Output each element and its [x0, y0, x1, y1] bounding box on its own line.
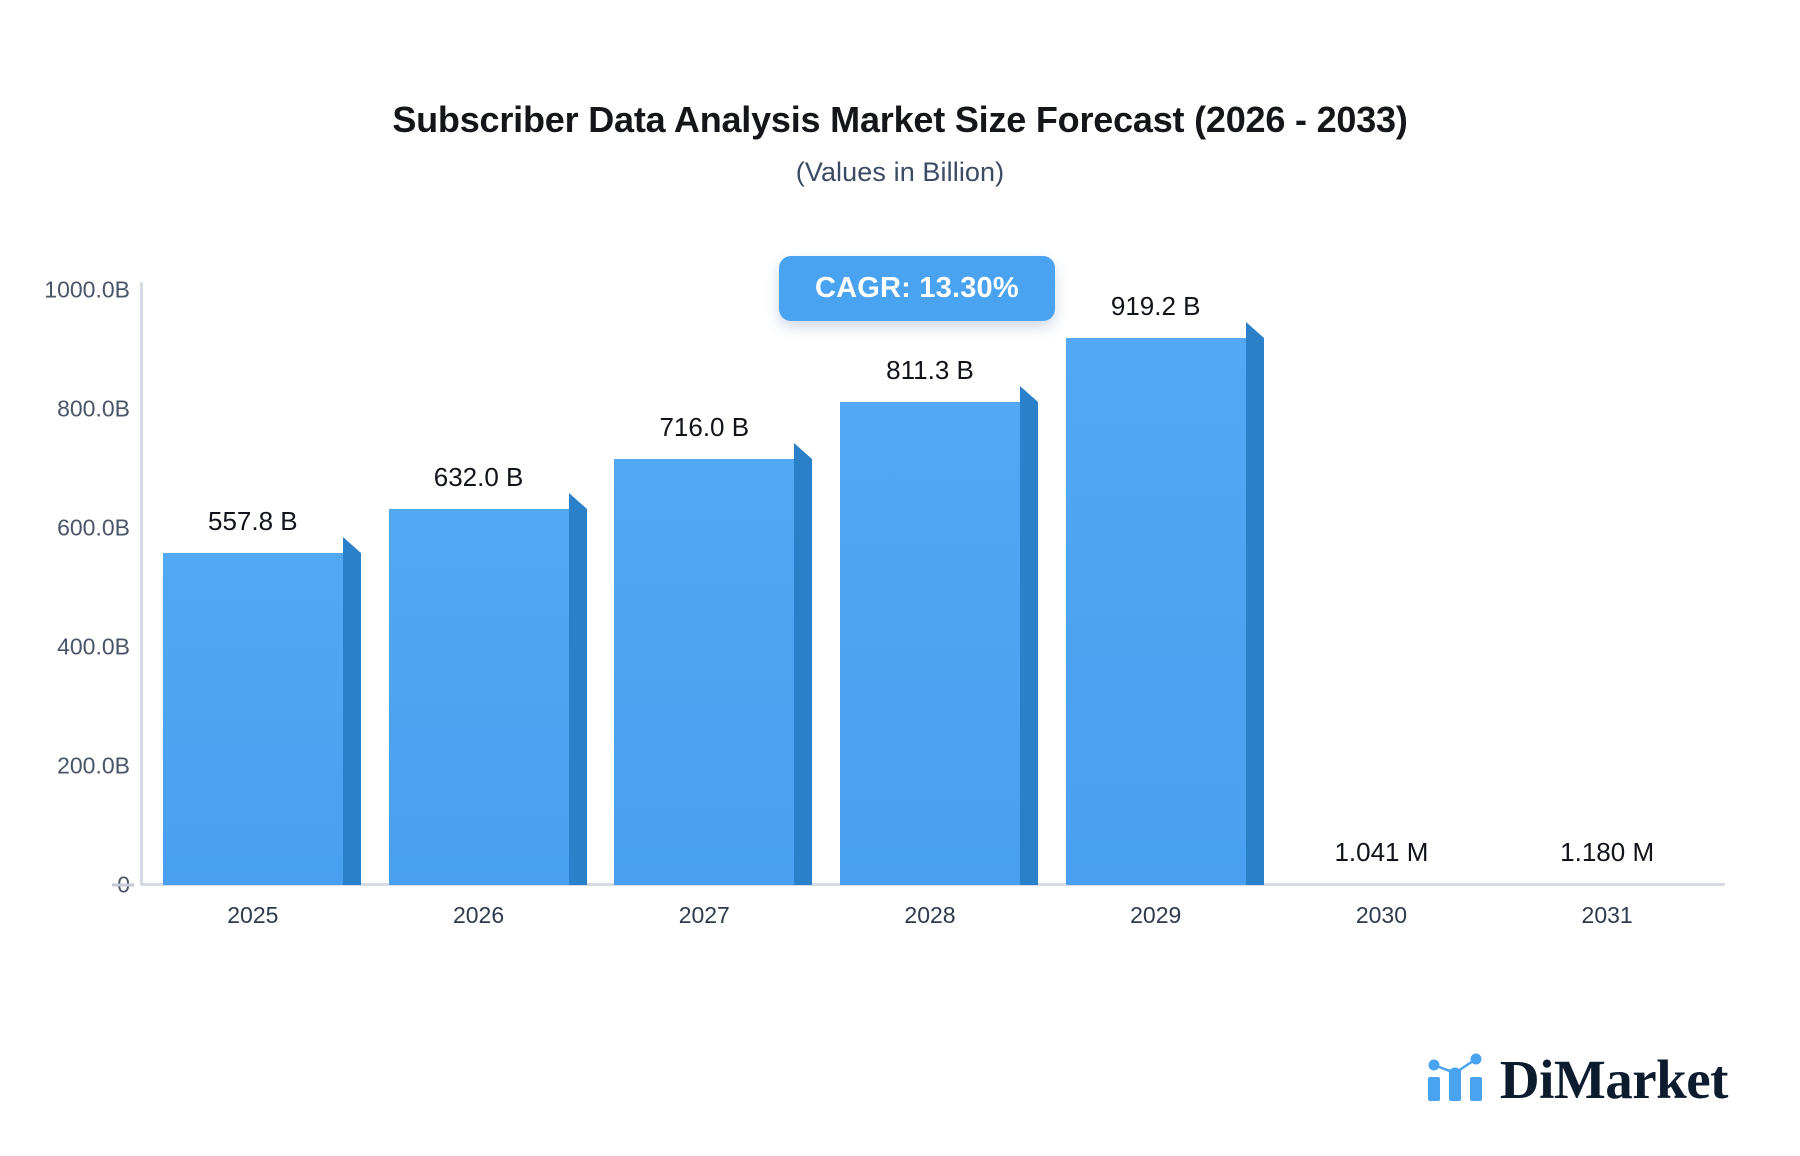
bar-column[interactable]: 1.180 M — [1517, 837, 1697, 885]
bar-side-face — [1245, 322, 1264, 885]
y-axis-tick-label: 200.0B — [57, 752, 130, 779]
x-axis-tick-label: 2029 — [1130, 902, 1182, 928]
bar-value-label: 632.0 B — [433, 461, 524, 492]
y-axis-tick-label: 800.0B — [57, 395, 130, 422]
dimarket-logo: DiMarket — [1426, 1049, 1729, 1110]
bar-side-face — [568, 492, 587, 885]
bar-shape[interactable] — [1065, 322, 1264, 885]
bar-value-label: 1.041 M — [1334, 837, 1429, 867]
chart-title: Subscriber Data Analysis Market Size For… — [392, 99, 1408, 140]
bar-column[interactable]: 716.0 B — [614, 412, 813, 885]
y-axis-tick-label: 0 — [0, 872, 130, 899]
y-axis-line — [140, 282, 143, 885]
bar-front-face — [388, 508, 569, 885]
logo-wordmark: DiMarket — [1499, 1049, 1729, 1110]
bar-value-label: 811.3 B — [886, 355, 974, 386]
x-axis-tick-label: 2025 — [227, 902, 279, 928]
bar-value-label: 716.0 B — [659, 411, 750, 442]
y-axis-tick-label: 400.0B — [57, 633, 130, 660]
bar-front-face — [840, 402, 1020, 885]
y-axis-tick-label: 1000.0B — [44, 276, 130, 303]
bar-column[interactable]: 1.041 M — [1291, 837, 1471, 885]
bar-side-face — [1020, 386, 1038, 885]
bar-column[interactable]: 557.8 B — [162, 506, 361, 885]
bar-shape[interactable] — [162, 537, 361, 885]
y-axis-tick-mark — [112, 883, 134, 887]
bar-side-face — [794, 442, 813, 885]
bar-side-face — [342, 537, 361, 885]
bar-chart-with-trendline-icon — [1426, 1051, 1486, 1108]
bar-column[interactable]: 811.3 B — [840, 355, 1038, 885]
chart-subtitle: (Values in Billion) — [795, 157, 1005, 188]
bar-front-face — [162, 553, 343, 885]
bar-front-face — [614, 458, 795, 885]
x-axis-tick-label: 2026 — [452, 902, 505, 928]
bar-column[interactable]: 919.2 B — [1065, 291, 1264, 885]
bar-front-face — [1065, 338, 1246, 885]
bar-shape[interactable] — [840, 386, 1038, 885]
bar-column[interactable]: 632.0 B — [388, 462, 587, 885]
bar-value-label: 919.2 B — [1110, 291, 1201, 322]
bar-value-label: 1.180 M — [1560, 837, 1655, 867]
bar-value-label: 557.8 B — [208, 506, 298, 537]
chart-header: Subscriber Data Analysis Market Size For… — [0, 98, 1800, 188]
bar-shape[interactable] — [614, 442, 813, 885]
x-axis-tick-label: 2031 — [1581, 902, 1633, 928]
x-axis-tick-label: 2030 — [1355, 902, 1407, 928]
bar-shape[interactable] — [388, 492, 587, 885]
plot-area: 557.8 B 632.0 B 716.0 B 811.3 B 919.2 B 1.041… — [140, 282, 1720, 885]
x-axis-tick-label: 2028 — [904, 902, 956, 928]
cagr-badge: CAGR: 13.30% — [779, 256, 1055, 321]
y-axis-tick-label: 600.0B — [57, 514, 130, 541]
x-axis-tick-label: 2027 — [678, 902, 730, 928]
